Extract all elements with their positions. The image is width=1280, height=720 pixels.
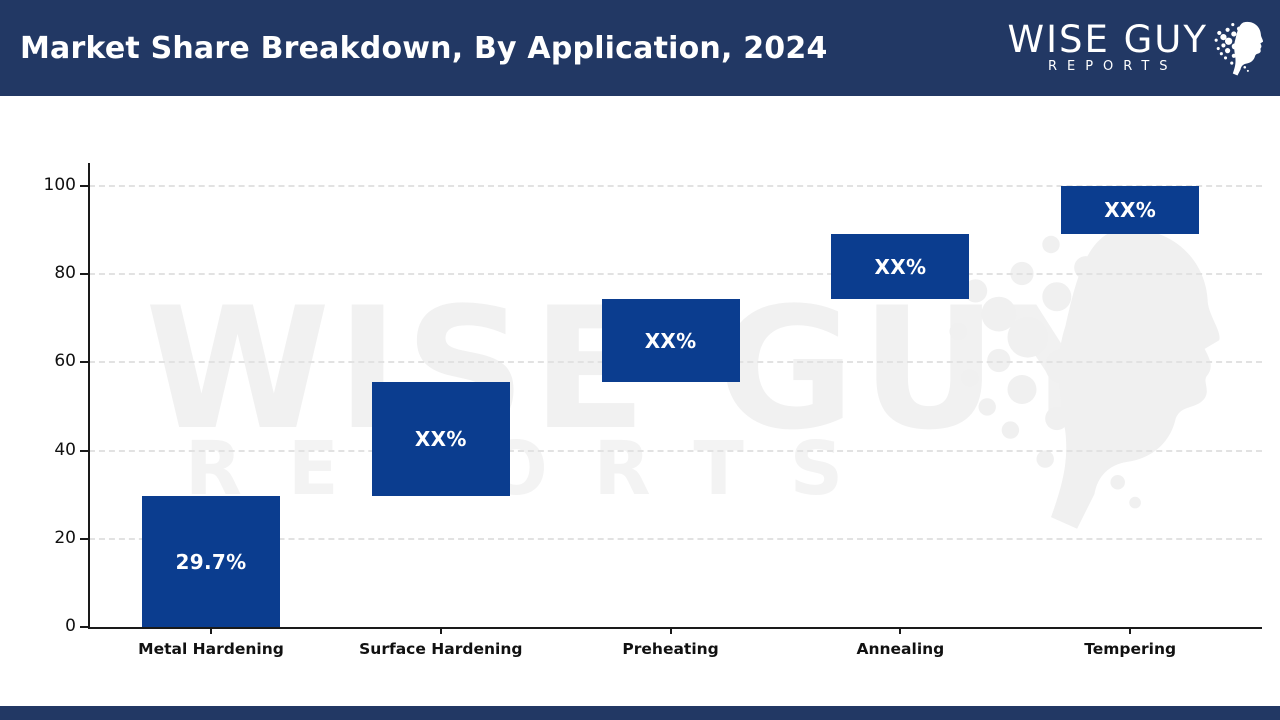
logo-reports-label: REPORTS [1047,59,1178,75]
logo-text: WISE GUY REPORTS [1008,21,1208,74]
gridline-100 [89,185,1262,187]
x-tick-3 [899,627,902,634]
y-tick-80 [80,273,88,276]
y-tick-label-20: 20 [54,527,76,548]
footer-bar [0,706,1280,720]
x-axis-line [88,627,1262,629]
bar-value-label: XX% [874,254,927,279]
x-tick-4 [1129,627,1132,634]
header-bar: Market Share Breakdown, By Application, … [0,0,1280,96]
bar-value-label: 29.7% [175,549,247,574]
x-category-label-2: Preheating [622,640,719,658]
x-category-label-0: Metal Hardening [138,640,284,658]
y-tick-20 [80,537,88,540]
wise-guy-reports-logo: WISE GUY REPORTS [1008,8,1264,88]
y-tick-40 [80,449,88,452]
bar-metal-hardening: 29.7% [142,496,280,627]
logo-face-icon [1212,19,1264,77]
bar-value-label: XX% [414,426,467,451]
page-title: Market Share Breakdown, By Application, … [20,30,828,66]
x-tick-2 [669,627,672,634]
x-category-label-3: Annealing [856,640,945,658]
watermark-reports-text: REPORTS [185,426,890,512]
y-tick-label-100: 100 [43,175,76,195]
bar-surface-hardening: XX% [371,381,510,497]
y-tick-label-60: 60 [54,351,76,372]
y-tick-0 [80,626,88,628]
gridline-20 [89,537,1262,540]
y-tick-label-0: 0 [65,616,76,636]
bar-value-label: XX% [1104,198,1157,223]
gridline-40 [89,449,1262,452]
x-category-label-1: Surface Hardening [359,640,523,658]
bar-annealing: XX% [831,234,970,300]
y-tick-100 [80,185,88,187]
bar-value-label: XX% [644,328,697,353]
x-tick-1 [439,627,442,634]
y-tick-label-40: 40 [54,439,76,460]
bar-preheating: XX% [601,299,740,382]
watermark-face-icon [935,215,1225,535]
y-tick-60 [80,361,88,364]
x-tick-0 [210,627,212,634]
x-category-label-4: Tempering [1084,640,1177,658]
y-axis-line [88,163,90,629]
y-tick-label-80: 80 [54,263,76,284]
logo-wiseguy-label: WISE GUY [1007,18,1208,62]
gridline-80 [89,273,1262,276]
bar-tempering: XX% [1061,186,1200,235]
